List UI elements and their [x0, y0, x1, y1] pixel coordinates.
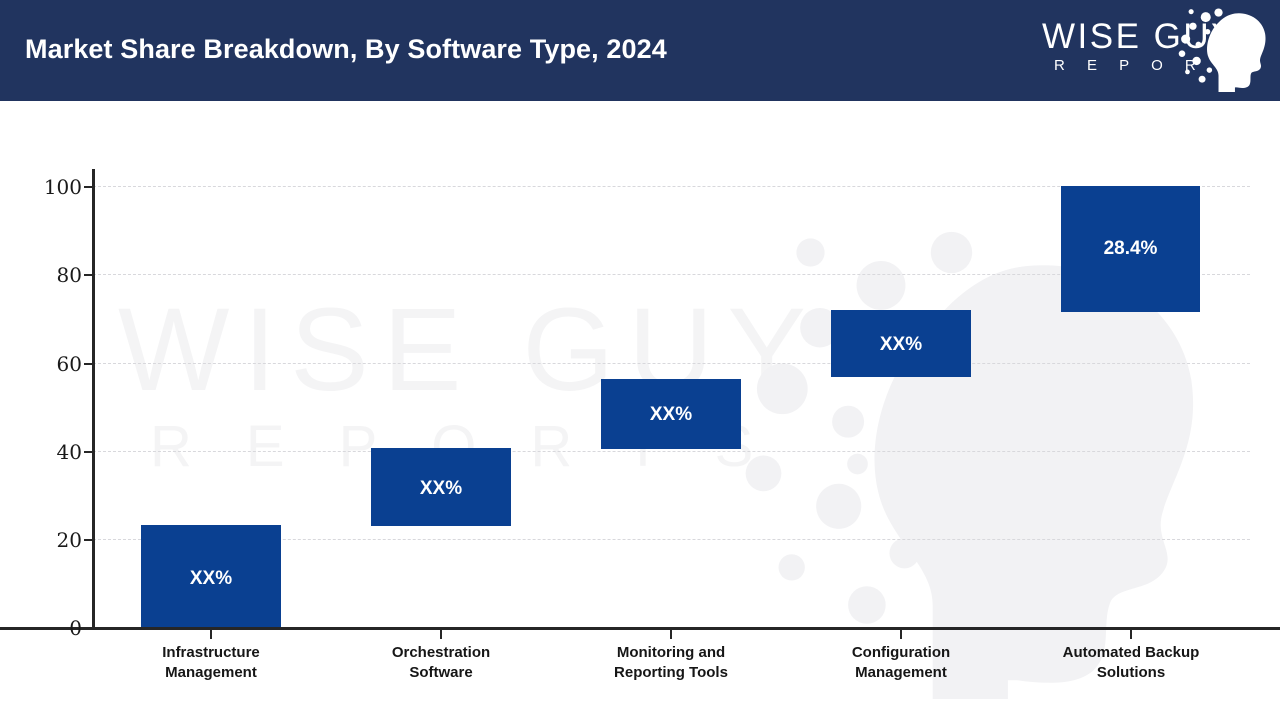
x-tick-3 — [670, 630, 672, 639]
x-axis-line — [0, 627, 1280, 630]
bar-label-infrastructure-management: XX% — [189, 568, 233, 589]
y-axis-label-40: 40 — [56, 440, 82, 464]
head-profile-dots-icon — [1178, 8, 1266, 92]
x-axis-label-line-2: Solutions — [1096, 664, 1166, 682]
x-tick-5 — [1130, 630, 1132, 639]
bars: XX% XX% XX% XX% 28.4% — [0, 101, 1280, 720]
x-axis-label-monitoring-and-reporting-tools: Monitoring and Reporting Tools — [556, 643, 786, 684]
y-tick-60 — [84, 363, 93, 365]
x-axis-label-infrastructure-management: Infrastructure Management — [96, 643, 326, 684]
gridline-60 — [93, 363, 1250, 364]
x-axis-label-line-2: Management — [165, 664, 257, 682]
gridline-20 — [93, 539, 1250, 540]
y-tick-20 — [84, 539, 93, 541]
bar-label-configuration-management: XX% — [879, 334, 923, 355]
chart-plot-area: WISE GUY REPORTS — [0, 101, 1280, 720]
bar-automated-backup-solutions[interactable] — [1061, 186, 1200, 312]
gridline-100 — [93, 186, 1250, 187]
x-axis-label-automated-backup-solutions: Automated Backup Solutions — [1016, 643, 1246, 684]
y-tick-0 — [84, 627, 93, 629]
x-axis-label-line-1: Monitoring and — [616, 644, 726, 661]
x-tick-2 — [440, 630, 442, 639]
x-axis-label-line-1: Automated Backup — [1062, 644, 1200, 661]
y-tick-40 — [84, 451, 93, 453]
y-axis-label-100: 100 — [43, 175, 82, 199]
x-axis-label-configuration-management: Configuration Management — [786, 643, 1016, 684]
x-tick-1 — [210, 630, 212, 639]
gridline-80 — [93, 274, 1250, 275]
x-axis-label-line-1: Infrastructure — [162, 644, 260, 661]
page-header: Market Share Breakdown, By Software Type… — [0, 0, 1280, 101]
y-axis-label-60: 60 — [56, 352, 82, 376]
bar-infrastructure-management[interactable] — [141, 525, 281, 628]
bar-label-monitoring-and-reporting-tools: XX% — [649, 404, 693, 425]
x-axis-label-line-2: Management — [855, 664, 947, 682]
bar-orchestration-software[interactable] — [371, 448, 511, 526]
axes: 100 80 60 40 20 0 Infrastructure Managem… — [0, 101, 1280, 720]
y-axis-label-0: 0 — [69, 616, 82, 640]
x-axis-label-line-1: Orchestration — [391, 644, 491, 661]
bar-monitoring-and-reporting-tools[interactable] — [601, 379, 741, 449]
y-tick-100 — [84, 186, 93, 188]
x-axis-label-orchestration-software: Orchestration Software — [326, 643, 556, 684]
bar-label-automated-backup-solutions: 28.4% — [1103, 238, 1158, 259]
bar-configuration-management[interactable] — [831, 310, 971, 377]
y-axis-label-20: 20 — [56, 528, 82, 552]
gridlines — [0, 101, 1280, 720]
bar-label-orchestration-software: XX% — [419, 478, 463, 499]
x-axis-label-line-2: Reporting Tools — [614, 664, 728, 682]
y-tick-80 — [84, 274, 93, 276]
y-axis-label-80: 80 — [56, 263, 82, 287]
logo-primary-text: WISE GUY — [1042, 17, 1238, 56]
page-title: Market Share Breakdown, By Software Type… — [25, 34, 667, 64]
x-axis-label-line-1: Configuration — [851, 644, 951, 661]
x-tick-4 — [900, 630, 902, 639]
wiseguy-reports-logo: WISE GUY R E P O R T S — [1014, 6, 1272, 94]
y-axis-line — [92, 169, 95, 630]
gridline-40 — [93, 451, 1250, 452]
x-axis-label-line-2: Software — [409, 664, 473, 682]
